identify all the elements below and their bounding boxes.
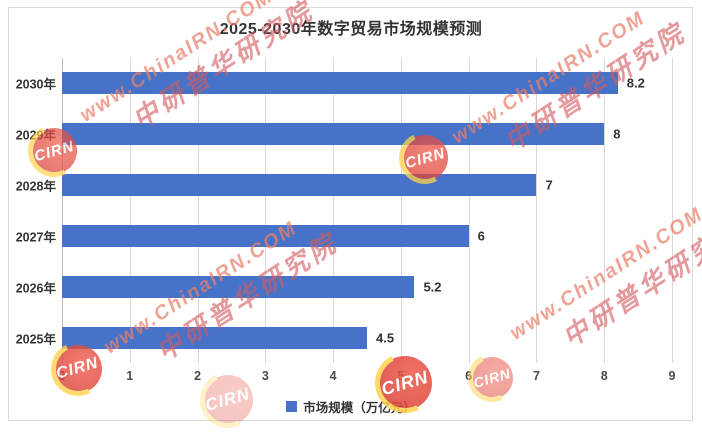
value-label: 4.5: [376, 330, 395, 346]
x-tick-label: 2: [194, 369, 202, 383]
x-tick-label: 6: [465, 369, 473, 383]
category-label: 2025年: [15, 332, 56, 347]
gridline: [536, 58, 538, 363]
value-label: 8.2: [626, 75, 645, 91]
bar: [62, 123, 605, 146]
chart-border: [8, 7, 693, 421]
value-label: 7: [545, 177, 553, 193]
x-tick-label: 7: [532, 369, 540, 383]
bar: [62, 174, 537, 197]
legend-swatch-icon: [286, 400, 298, 412]
gridline: [604, 58, 606, 363]
x-tick-label: 8: [600, 369, 608, 383]
bar-row: 7: [62, 160, 672, 211]
x-tick-label: 3: [261, 369, 269, 383]
gridline: [672, 58, 673, 363]
y-axis-line: [62, 58, 63, 363]
chart-title: 2025-2030年数字贸易市场规模预测: [219, 21, 483, 38]
gridline: [468, 58, 470, 363]
bar: [62, 275, 415, 298]
category-label: 2030年: [15, 77, 56, 92]
x-axis-tick-labels: 0 1 2 3 4 5 6 7 8 9: [58, 369, 676, 385]
x-tick-label: 1: [126, 369, 134, 383]
bar: [62, 224, 469, 247]
category-label: 2027年: [15, 230, 56, 245]
category-label: 2029年: [15, 128, 56, 143]
value-label: 6: [477, 228, 485, 244]
bar-row: 8: [62, 109, 672, 160]
legend-label: 市场规模（万亿元）: [303, 400, 416, 415]
x-tick-label: 9: [668, 369, 676, 383]
gridline: [265, 58, 267, 363]
plot-area: 8.2 8 7 6 5.2 4.5: [62, 58, 673, 363]
y-axis-category-labels: 2030年 2029年 2028年 2027年 2026年 2025年: [0, 58, 56, 363]
value-label: 8: [613, 126, 621, 142]
bar-row: 4.5: [62, 312, 672, 363]
bar-row: 6: [62, 211, 672, 262]
category-label: 2026年: [15, 281, 56, 296]
gridline: [129, 58, 131, 363]
bar-row: 5.2: [62, 261, 672, 312]
bar: [62, 72, 618, 95]
x-tick-label: 0: [58, 369, 66, 383]
gridline: [333, 58, 335, 363]
gridline: [400, 58, 402, 363]
bar: [62, 326, 367, 349]
x-tick-label: 4: [329, 369, 337, 383]
bar-row: 8.2: [62, 58, 672, 109]
x-tick-label: 5: [397, 369, 405, 383]
gridline: [197, 58, 199, 363]
value-label: 5.2: [423, 279, 442, 295]
category-label: 2028年: [15, 179, 56, 194]
legend: 市场规模（万亿元）: [0, 398, 702, 415]
